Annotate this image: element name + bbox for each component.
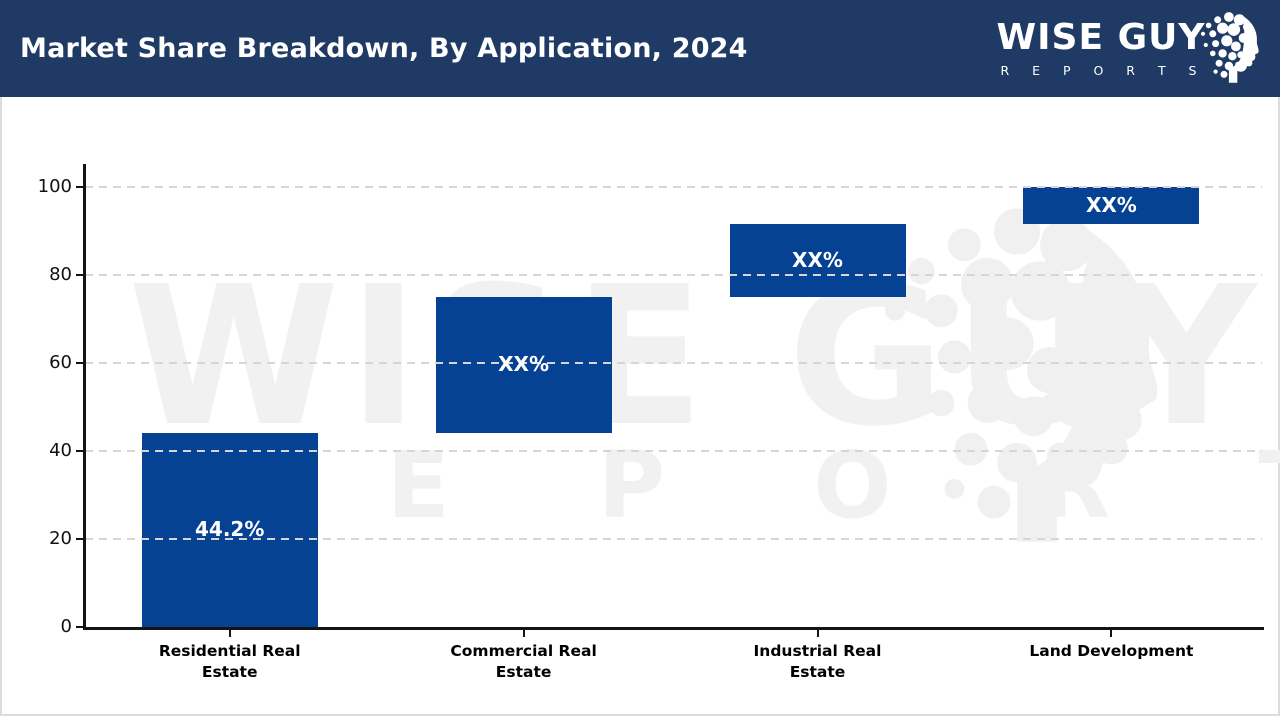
bar-2 (435, 297, 612, 433)
y-tick-label: 60 (49, 352, 72, 373)
y-tick (76, 362, 84, 364)
logo-head-icon (1200, 12, 1259, 83)
logo-reports-text: R E P O R T S (1000, 62, 1206, 78)
y-tick-label: 100 (37, 176, 72, 197)
y-tick (76, 274, 84, 276)
bar-value-label: 44.2% (194, 516, 265, 541)
gridline-y40 (85, 450, 1262, 452)
x-tick-label-line: Industrial Real (753, 642, 882, 660)
gridline-y60 (85, 362, 1262, 364)
y-tick-label: 40 (49, 440, 72, 461)
x-tick-label: Land Development (971, 641, 1251, 662)
gridline-y20 (85, 538, 1262, 540)
gridline-y80 (85, 274, 1262, 276)
x-tick (1110, 629, 1113, 637)
logo-wordmark-block: WISE GUY R E P O R T S (996, 16, 1206, 78)
bar-value-label: XX% (1085, 192, 1137, 217)
bar-value-label: XX% (498, 351, 550, 376)
x-tick (522, 629, 525, 637)
x-tick-label-line: Estate (495, 662, 552, 681)
chart-area: 44.2% XX% XX% XX% 0 20 40 60 80 100 Residential Re… (0, 97, 1280, 717)
bar-4 (1023, 187, 1200, 225)
x-tick-label-line: Estate (201, 662, 258, 681)
bar-3 (729, 224, 906, 297)
x-tick (816, 629, 819, 637)
x-axis-spine (83, 627, 1264, 630)
y-tick-label: 20 (49, 528, 72, 549)
x-tick (228, 629, 231, 637)
y-tick-label: 0 (60, 616, 72, 637)
x-tick-label-line: Residential Real (158, 642, 301, 660)
bar-1 (141, 432, 318, 627)
y-tick (76, 186, 84, 188)
x-tick-label: Commercial Real Estate (384, 641, 664, 683)
gridline-y100 (85, 186, 1262, 188)
x-tick-label: Residential Real Estate (90, 641, 370, 683)
x-tick-label: Industrial Real Estate (678, 641, 958, 683)
y-tick-label: 80 (49, 264, 72, 285)
x-tick-label-line: Land Development (1029, 642, 1194, 660)
page-title: Market Share Breakdown, By Application, … (20, 33, 748, 64)
bar-value-label: XX% (792, 247, 843, 272)
x-tick-label-line: Commercial Real (450, 642, 597, 660)
y-tick (76, 538, 84, 540)
y-tick (76, 450, 84, 452)
figure-border (0, 97, 1280, 716)
wiseguy-logo: WISE GUY R E P O R T S (996, 10, 1280, 87)
logo-wordmark: WISE GUY (996, 16, 1206, 58)
y-axis-spine (83, 164, 86, 629)
y-tick (76, 626, 84, 628)
header-bar: Market Share Breakdown, By Application, … (0, 0, 1280, 97)
x-tick-label-line: Estate (789, 662, 846, 681)
